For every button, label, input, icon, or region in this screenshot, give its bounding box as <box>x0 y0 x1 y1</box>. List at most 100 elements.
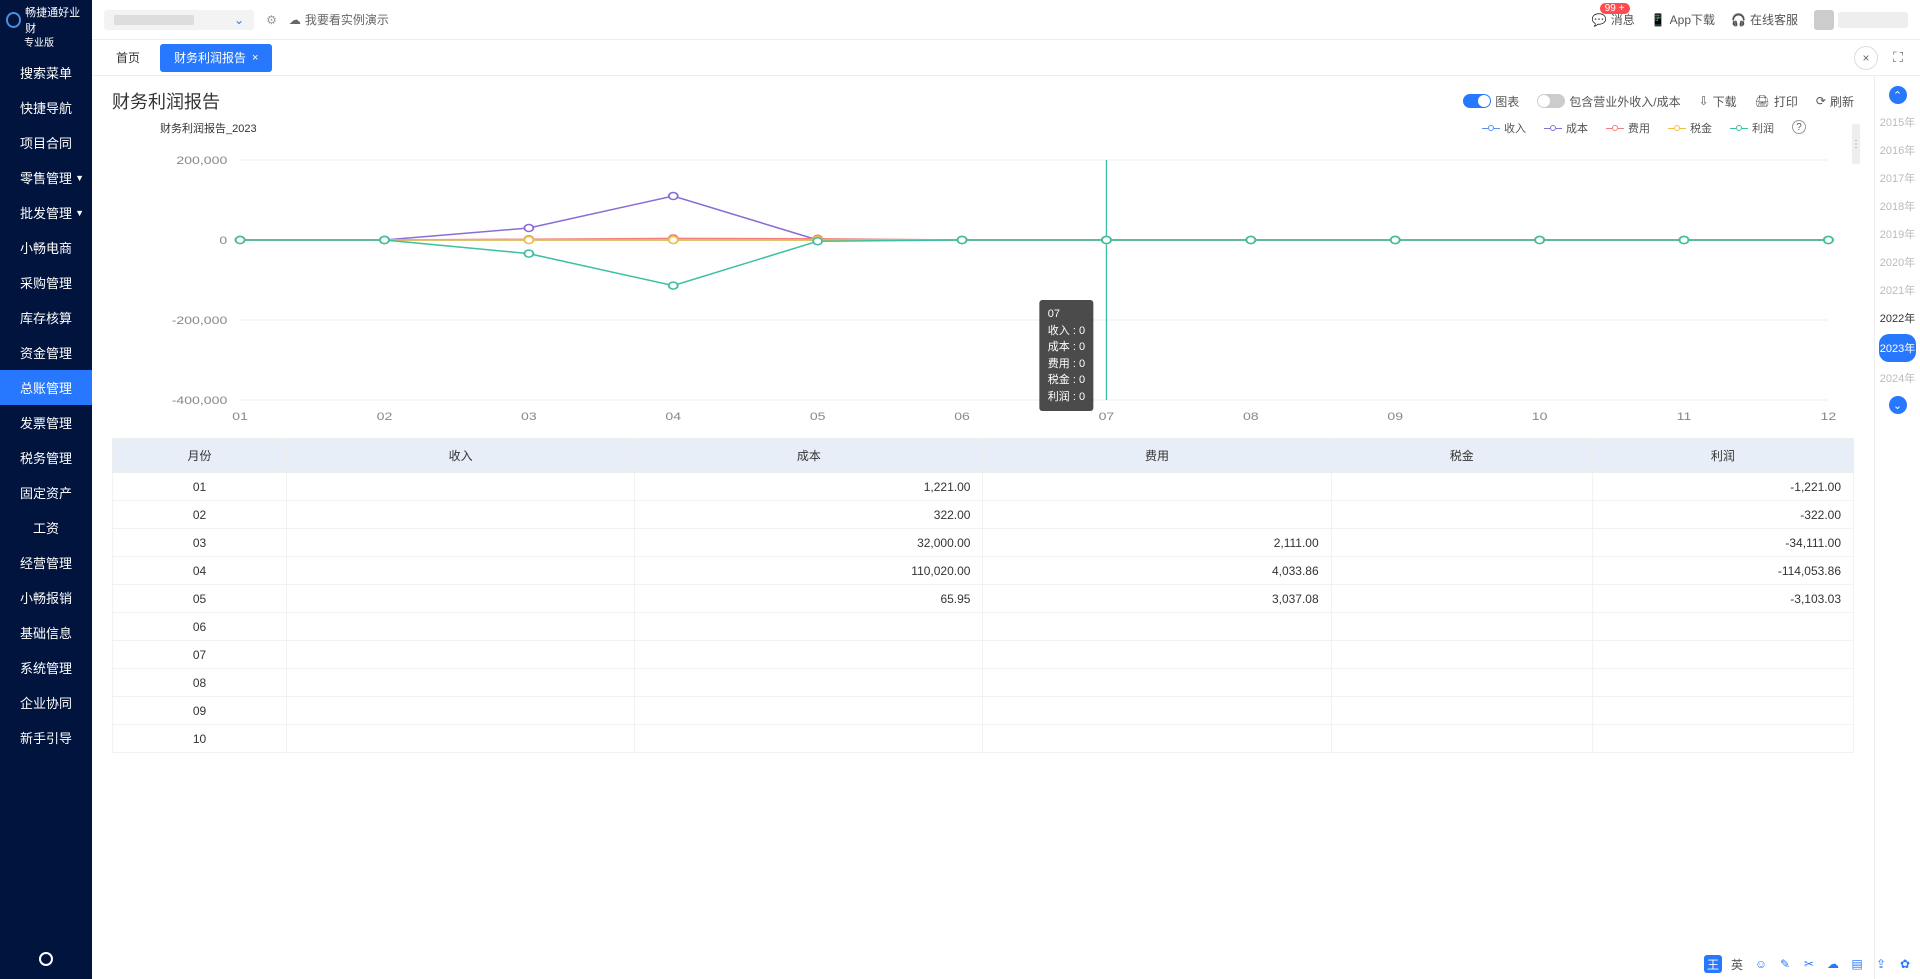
nav-item[interactable]: 基础信息 <box>0 615 92 650</box>
ime-tray: 王 英 ☺ ✎ ✂ ☁ ▤ ⇪ ✿ <box>1704 955 1914 973</box>
chevron-down-icon: ▼ <box>75 173 84 183</box>
ime-emoji-icon[interactable]: ☺ <box>1752 955 1770 973</box>
download-icon: ⇩ <box>1699 94 1709 108</box>
table-row: 10 <box>113 725 1854 753</box>
app-download-button[interactable]: 📱 App下载 <box>1651 11 1715 28</box>
year-option[interactable]: 2024年 <box>1875 364 1920 392</box>
tabs-bar: 首页 财务利润报告 × × ⛶ <box>92 40 1920 76</box>
year-option[interactable]: 2023年 <box>1879 334 1916 362</box>
demo-text: 我要看实例演示 <box>305 11 389 28</box>
tab-report[interactable]: 财务利润报告 × <box>160 44 272 72</box>
ime-lang-button[interactable]: 英 <box>1728 955 1746 973</box>
topbar: ⌄ ⚙ ☁ 我要看实例演示 💬 消息 99 + 📱 App下载 🎧 <box>92 0 1920 40</box>
year-option[interactable]: 2020年 <box>1875 248 1920 276</box>
year-option[interactable]: 2018年 <box>1875 192 1920 220</box>
legend-item[interactable]: 费用 <box>1606 120 1650 136</box>
svg-text:-400,000: -400,000 <box>172 394 228 406</box>
switch-on-icon <box>1463 94 1491 108</box>
ime-pin-icon[interactable]: ⇪ <box>1872 955 1890 973</box>
svg-text:01: 01 <box>232 410 248 422</box>
nav-item[interactable]: 发票管理 <box>0 405 92 440</box>
settings-icon[interactable]: ⚙ <box>266 13 277 27</box>
close-tab-icon[interactable]: × <box>252 52 258 64</box>
page-content: 财务利润报告 图表 包含营业外收入/成本 ⇩下载 🖨打印 ⟳刷新 <box>92 76 1874 979</box>
customer-service-button[interactable]: 🎧 在线客服 <box>1731 11 1798 28</box>
nav-item[interactable]: 库存核算 <box>0 300 92 335</box>
fullscreen-icon[interactable]: ⛶ <box>1886 46 1910 70</box>
ime-settings-icon[interactable]: ✿ <box>1896 955 1914 973</box>
org-selector[interactable]: ⌄ <box>104 10 254 30</box>
include-other-toggle[interactable]: 包含营业外收入/成本 <box>1537 93 1680 110</box>
main: ⌄ ⚙ ☁ 我要看实例演示 💬 消息 99 + 📱 App下载 🎧 <box>92 0 1920 979</box>
nav-item[interactable]: 快捷导航 <box>0 90 92 125</box>
sidebar-settings[interactable] <box>0 942 92 979</box>
app-download-label: App下载 <box>1670 11 1715 28</box>
chart-toggle[interactable]: 图表 <box>1463 93 1519 110</box>
user-menu[interactable] <box>1814 10 1908 30</box>
download-button[interactable]: ⇩下载 <box>1699 93 1737 110</box>
refresh-button[interactable]: ⟳刷新 <box>1816 93 1854 110</box>
ime-scissors-icon[interactable]: ✂ <box>1800 955 1818 973</box>
table-row: 06 <box>113 613 1854 641</box>
svg-text:09: 09 <box>1387 410 1403 422</box>
nav-item[interactable]: 企业协同 <box>0 685 92 720</box>
nav-item[interactable]: 固定资产 <box>0 475 92 510</box>
table-row: 0332,000.002,111.00-34,111.00 <box>113 529 1854 557</box>
table-row: 0565.953,037.08-3,103.03 <box>113 585 1854 613</box>
phone-icon: 📱 <box>1651 13 1666 27</box>
print-button[interactable]: 🖨打印 <box>1755 93 1798 110</box>
legend-item[interactable]: 利润 <box>1730 120 1774 136</box>
nav-item[interactable]: 总账管理 <box>0 370 92 405</box>
scroll-up-icon[interactable]: ⌃ <box>1889 86 1907 104</box>
table-row: 08 <box>113 669 1854 697</box>
year-option[interactable]: 2016年 <box>1875 136 1920 164</box>
nav-item[interactable]: 小畅电商 <box>0 230 92 265</box>
nav-item[interactable]: 税务管理 <box>0 440 92 475</box>
ime-main-button[interactable]: 王 <box>1704 955 1722 973</box>
nav-item[interactable]: 经营管理 <box>0 545 92 580</box>
col-header: 月份 <box>113 439 287 473</box>
ime-cloud-icon[interactable]: ☁ <box>1824 955 1842 973</box>
nav-item[interactable]: 项目合同 <box>0 125 92 160</box>
ime-edit-icon[interactable]: ✎ <box>1776 955 1794 973</box>
svg-text:12: 12 <box>1821 410 1837 422</box>
sidebar: 畅捷通好业财 专业版 搜索菜单快捷导航项目合同零售管理▼批发管理▼小畅电商采购管… <box>0 0 92 979</box>
nav-item[interactable]: 采购管理 <box>0 265 92 300</box>
table-row: 07 <box>113 641 1854 669</box>
avatar-icon <box>1814 10 1834 30</box>
chart-legend: 收入 成本 费用 税金 利润? <box>1482 120 1806 136</box>
nav-item[interactable]: 新手引导 <box>0 720 92 755</box>
help-icon[interactable]: ? <box>1792 120 1806 134</box>
nav-item[interactable]: 系统管理 <box>0 650 92 685</box>
year-panel: ⌃ 2015年2016年2017年2018年2019年2020年2021年202… <box>1874 76 1920 979</box>
messages-button[interactable]: 💬 消息 99 + <box>1592 11 1635 28</box>
year-option[interactable]: 2019年 <box>1875 220 1920 248</box>
col-header: 税金 <box>1331 439 1592 473</box>
col-header: 收入 <box>287 439 635 473</box>
year-option[interactable]: 2021年 <box>1875 276 1920 304</box>
year-option[interactable]: 2015年 <box>1875 108 1920 136</box>
tab-home[interactable]: 首页 <box>102 44 154 72</box>
svg-text:0: 0 <box>219 234 227 246</box>
brand-edition: 专业版 <box>0 34 92 49</box>
nav-item[interactable]: 资金管理 <box>0 335 92 370</box>
chart-resize-handle[interactable]: ⋮ <box>1852 124 1860 164</box>
year-option[interactable]: 2022年 <box>1875 304 1920 332</box>
nav-item[interactable]: 小畅报销 <box>0 580 92 615</box>
chart-area: 财务利润报告_2023 收入成本费用税金利润? 200,0000-200,000… <box>112 120 1854 430</box>
legend-item[interactable]: 税金 <box>1668 120 1712 136</box>
chart[interactable]: 200,0000-200,000-400,0000102030405060708… <box>112 140 1854 430</box>
close-all-icon[interactable]: × <box>1854 46 1878 70</box>
legend-item[interactable]: 收入 <box>1482 120 1526 136</box>
nav-item[interactable]: 批发管理▼ <box>0 195 92 230</box>
nav-item[interactable]: 工资 <box>0 510 92 545</box>
demo-link[interactable]: ☁ 我要看实例演示 <box>289 11 389 28</box>
scroll-down-icon[interactable]: ⌄ <box>1889 396 1907 414</box>
message-icon: 💬 <box>1592 13 1607 27</box>
legend-item[interactable]: 成本 <box>1544 120 1588 136</box>
page-header: 财务利润报告 图表 包含营业外收入/成本 ⇩下载 🖨打印 ⟳刷新 <box>112 88 1854 114</box>
year-option[interactable]: 2017年 <box>1875 164 1920 192</box>
nav-item[interactable]: 搜索菜单 <box>0 55 92 90</box>
nav-item[interactable]: 零售管理▼ <box>0 160 92 195</box>
ime-doc-icon[interactable]: ▤ <box>1848 955 1866 973</box>
